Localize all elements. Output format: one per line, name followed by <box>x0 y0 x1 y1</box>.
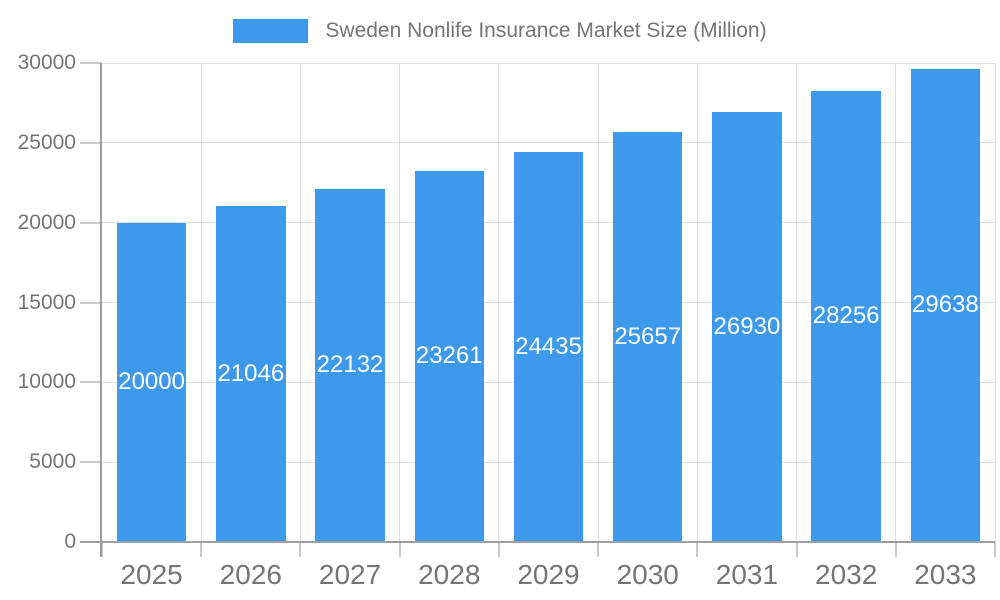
bar-value-label: 24435 <box>515 332 582 360</box>
y-tick-label: 5000 <box>29 450 76 474</box>
x-tick <box>795 542 798 557</box>
bar-value-label: 26930 <box>713 313 781 340</box>
bar-value-label: 28256 <box>812 302 880 330</box>
x-tick-label: 2032 <box>815 559 878 590</box>
bar-2029[interactable] <box>513 151 584 542</box>
bar-2031[interactable] <box>712 112 782 542</box>
y-tick <box>80 381 102 384</box>
legend-item[interactable]: Sweden Nonlife Insurance Market Size (Mi… <box>233 19 767 43</box>
x-tick <box>597 542 600 557</box>
legend-label: Sweden Nonlife Insurance Market Size (Mi… <box>325 19 767 42</box>
x-gridline <box>895 63 897 542</box>
x-gridline <box>597 63 599 542</box>
bar-value-label: 21046 <box>217 359 285 387</box>
y-tick-label: 25000 <box>17 130 76 154</box>
bar-value-label: 29638 <box>912 291 979 319</box>
y-gridline <box>102 142 995 144</box>
x-tick <box>894 542 897 557</box>
y-axis-line <box>100 63 102 557</box>
y-tick-label: 20000 <box>17 210 76 234</box>
x-tick-label: 2026 <box>219 559 282 590</box>
x-tick-label: 2031 <box>715 559 779 590</box>
bar-2028[interactable] <box>414 170 484 542</box>
legend: Sweden Nonlife Insurance Market Size (Mi… <box>0 19 1000 43</box>
bar-2027[interactable] <box>315 188 385 542</box>
y-tick <box>80 461 102 464</box>
bar-2025[interactable] <box>116 222 187 542</box>
y-tick <box>80 301 102 304</box>
x-tick-label: 2029 <box>517 559 580 590</box>
x-tick-label: 2033 <box>914 559 977 590</box>
y-tick <box>80 141 102 144</box>
bar-value-label: 20000 <box>118 368 185 396</box>
bar-value-label: 23261 <box>415 342 483 370</box>
y-tick-label: 10000 <box>17 370 76 394</box>
bar-2030[interactable] <box>612 132 683 542</box>
x-gridline <box>498 63 500 542</box>
x-gridline <box>796 63 798 542</box>
y-tick-label: 0 <box>64 530 76 553</box>
legend-swatch-icon <box>233 19 309 43</box>
x-tick <box>696 542 699 557</box>
x-tick <box>398 542 401 557</box>
bar-value-label: 25657 <box>614 323 682 351</box>
x-tick-label: 2030 <box>616 559 679 590</box>
y-tick-label: 30000 <box>17 51 76 74</box>
y-tick-label: 15000 <box>17 290 76 314</box>
x-tick <box>101 542 103 557</box>
x-gridline <box>399 63 401 542</box>
x-tick-label: 2027 <box>318 559 382 590</box>
x-gridline <box>994 63 996 542</box>
bar-2026[interactable] <box>216 205 286 542</box>
y-gridline <box>102 62 995 64</box>
bar-2032[interactable] <box>811 90 881 542</box>
bar-2033[interactable] <box>910 68 981 542</box>
x-tick <box>299 542 302 557</box>
x-tick-label: 2028 <box>418 559 481 590</box>
x-gridline <box>200 63 202 542</box>
x-gridline <box>696 63 698 542</box>
x-axis-line <box>80 541 995 543</box>
x-tick <box>497 542 500 557</box>
y-tick <box>80 221 102 224</box>
bar-value-label: 22132 <box>316 351 384 379</box>
x-tick-label: 2025 <box>120 559 183 590</box>
x-tick <box>200 542 203 557</box>
x-gridline <box>299 63 301 542</box>
x-tick <box>994 542 996 557</box>
y-tick <box>80 62 102 64</box>
